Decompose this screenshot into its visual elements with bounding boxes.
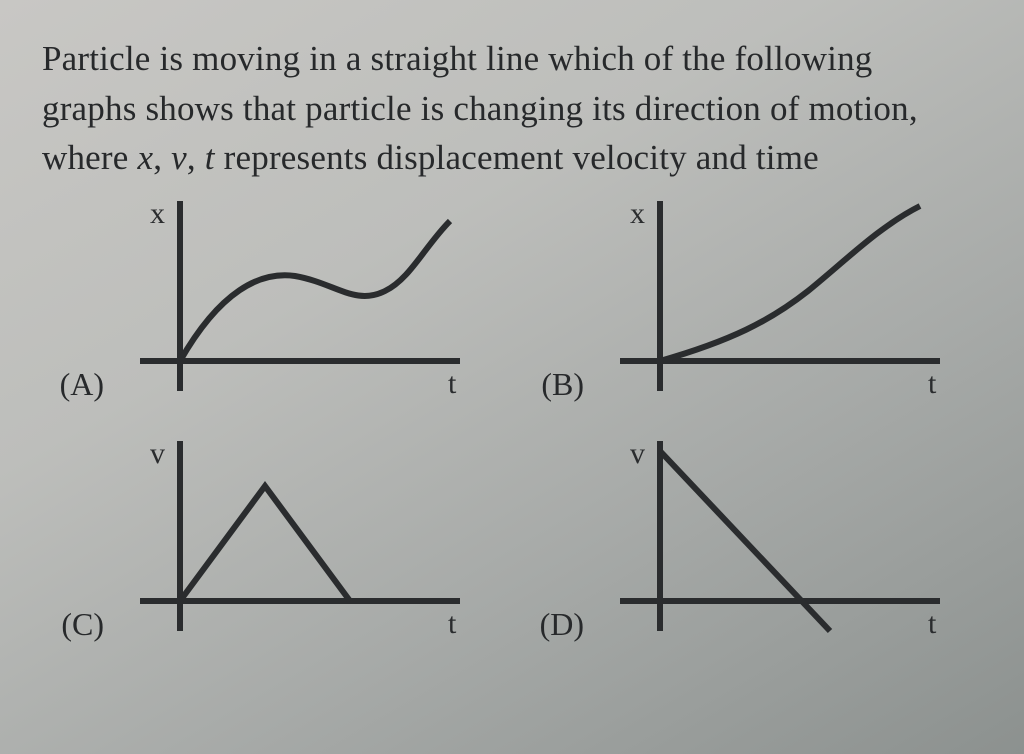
x-axis-label: t — [928, 607, 937, 640]
option-a-label: (A) — [42, 366, 104, 421]
curve-a — [180, 221, 450, 361]
graph-a: x t — [110, 191, 470, 421]
option-b-label: (B) — [522, 366, 584, 421]
option-d: (D) v t — [522, 431, 982, 661]
curve-c — [180, 486, 350, 601]
curve-b — [660, 206, 920, 361]
var-v: v — [171, 138, 187, 177]
y-axis-label: x — [630, 197, 645, 230]
option-c-label: (C) — [42, 606, 104, 661]
x-axis-label: t — [928, 367, 937, 400]
option-b: (B) x t — [522, 191, 982, 421]
graph-d: v t — [590, 431, 950, 661]
graph-c: v t — [110, 431, 470, 661]
y-axis-label: v — [150, 437, 165, 470]
y-axis-label: v — [630, 437, 645, 470]
option-c: (C) v t — [42, 431, 502, 661]
question-text: Particle is moving in a straight line wh… — [42, 34, 982, 183]
x-axis-label: t — [448, 367, 457, 400]
sep2: , — [187, 138, 205, 177]
question-suffix: represents displacement velocity and tim… — [215, 138, 819, 177]
option-a: (A) x t — [42, 191, 502, 421]
option-d-label: (D) — [522, 606, 584, 661]
var-x: x — [137, 138, 153, 177]
var-t: t — [205, 138, 215, 177]
options-grid: (A) x t (B) x t (C) — [42, 191, 982, 661]
x-axis-label: t — [448, 607, 457, 640]
sep1: , — [153, 138, 171, 177]
graph-b: x t — [590, 191, 950, 421]
y-axis-label: x — [150, 197, 165, 230]
